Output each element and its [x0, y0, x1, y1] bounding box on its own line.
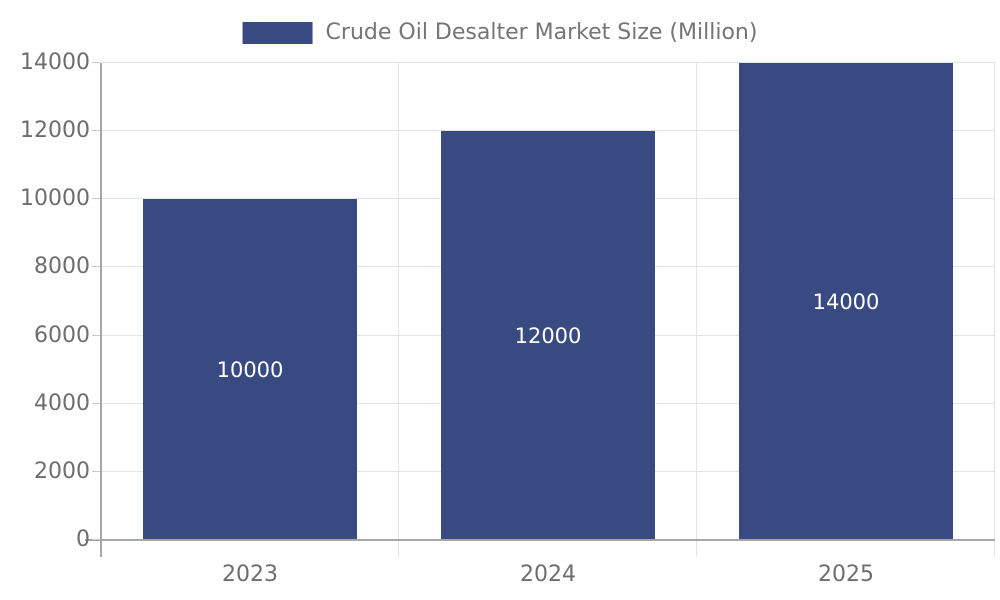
y-tick-label: 12000 — [20, 118, 90, 144]
bar[interactable]: 10000 — [143, 199, 357, 540]
legend[interactable]: Crude Oil Desalter Market Size (Million) — [242, 20, 758, 45]
y-tick-mark — [92, 539, 100, 540]
y-tick-label: 4000 — [34, 390, 90, 416]
x-tick-label: 2025 — [818, 562, 874, 587]
x-tick-label: 2024 — [520, 562, 576, 587]
y-tick-mark — [92, 198, 100, 200]
y-tick-mark — [92, 470, 100, 472]
h-gridline — [101, 130, 995, 132]
x-axis-line — [85, 539, 995, 541]
bar-value-label: 10000 — [216, 357, 284, 382]
v-gridline — [994, 63, 995, 557]
plot-area: 10000 12000 14000 — [101, 62, 995, 557]
y-tick-mark — [92, 334, 100, 336]
h-gridline — [101, 62, 995, 63]
bar-value-label: 12000 — [514, 323, 582, 348]
y-tick-label: 2000 — [34, 458, 90, 484]
y-tick-mark — [92, 62, 100, 63]
y-tick-mark — [92, 402, 100, 404]
y-tick-label: 8000 — [34, 254, 90, 280]
y-tick-label: 14000 — [20, 50, 90, 75]
y-axis-line — [100, 63, 102, 557]
y-tick-label: 10000 — [20, 186, 90, 212]
y-tick-mark — [92, 266, 100, 268]
y-tick-label: 6000 — [34, 322, 90, 348]
bar[interactable]: 14000 — [739, 63, 953, 540]
bar-value-label: 14000 — [812, 289, 880, 314]
legend-label: Crude Oil Desalter Market Size (Million) — [325, 20, 758, 45]
v-gridline — [696, 63, 697, 557]
y-tick-mark — [92, 130, 100, 132]
v-gridline — [398, 63, 399, 557]
bar[interactable]: 12000 — [441, 131, 655, 540]
x-tick-label: 2023 — [222, 562, 278, 587]
y-tick-label: 0 — [76, 527, 90, 552]
legend-swatch — [242, 21, 313, 44]
